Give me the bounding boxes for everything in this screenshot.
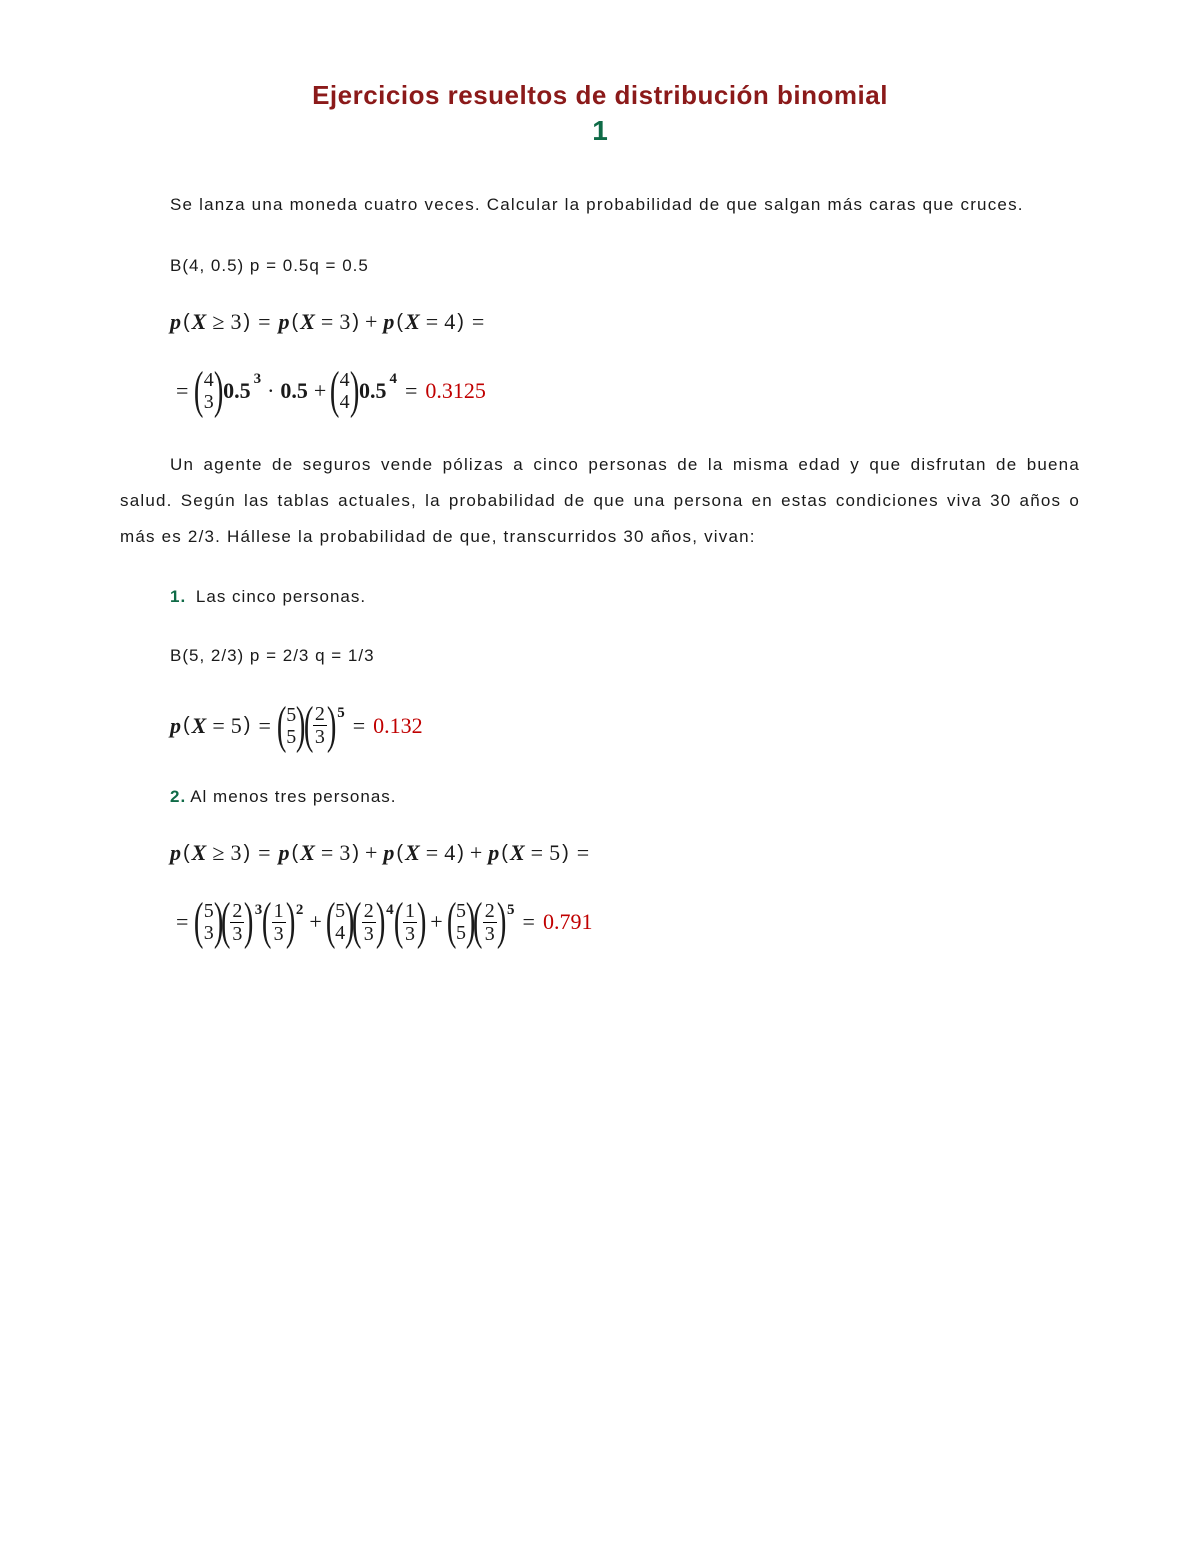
result-3: 0.791 xyxy=(543,909,593,935)
binom-4-4: ( 44 ) xyxy=(332,365,357,417)
title-number: 1 xyxy=(120,115,1080,147)
paragraph-2: Un agente de seguros vende pólizas a cin… xyxy=(120,447,1080,554)
formula-3: p ( X = 5 ) = ( 55 ) ( 23 ) 5 = 0.132 xyxy=(170,700,1080,752)
formula-1: p ( X ≥ 3 ) = p ( X = 3 ) + p ( X = 4 ) … xyxy=(170,309,1080,335)
binom-5-5: ( 55 ) xyxy=(279,700,304,752)
formula-2: = ( 43 ) 0.53 · 0.5 + ( 44 ) 0.54 = 0.31… xyxy=(170,365,1080,417)
params-line-1: B(4, 0.5) p = 0.5q = 0.5 xyxy=(170,251,1080,282)
list-item-1: 1. Las cinco personas. xyxy=(170,582,1080,613)
frac-2-3: ( 23 ) xyxy=(306,700,335,752)
list-item-2: 2.Al menos tres personas. xyxy=(170,782,1080,813)
formula-5: = (53) (23)3 (13)2 + (54) (23)4 (13) + (… xyxy=(170,896,1080,948)
binom-4-3: ( 43 ) xyxy=(196,365,221,417)
page-title: Ejercicios resueltos de distribución bin… xyxy=(120,80,1080,111)
paragraph-1: Se lanza una moneda cuatro veces. Calcul… xyxy=(120,187,1080,223)
formula-4: p ( X ≥ 3 ) = p ( X = 3 ) + p ( X = 4 ) … xyxy=(170,840,1080,866)
result-2: 0.132 xyxy=(373,713,423,739)
params-line-2: B(5, 2/3) p = 2/3 q = 1/3 xyxy=(170,641,1080,672)
result-1: 0.3125 xyxy=(425,378,486,404)
